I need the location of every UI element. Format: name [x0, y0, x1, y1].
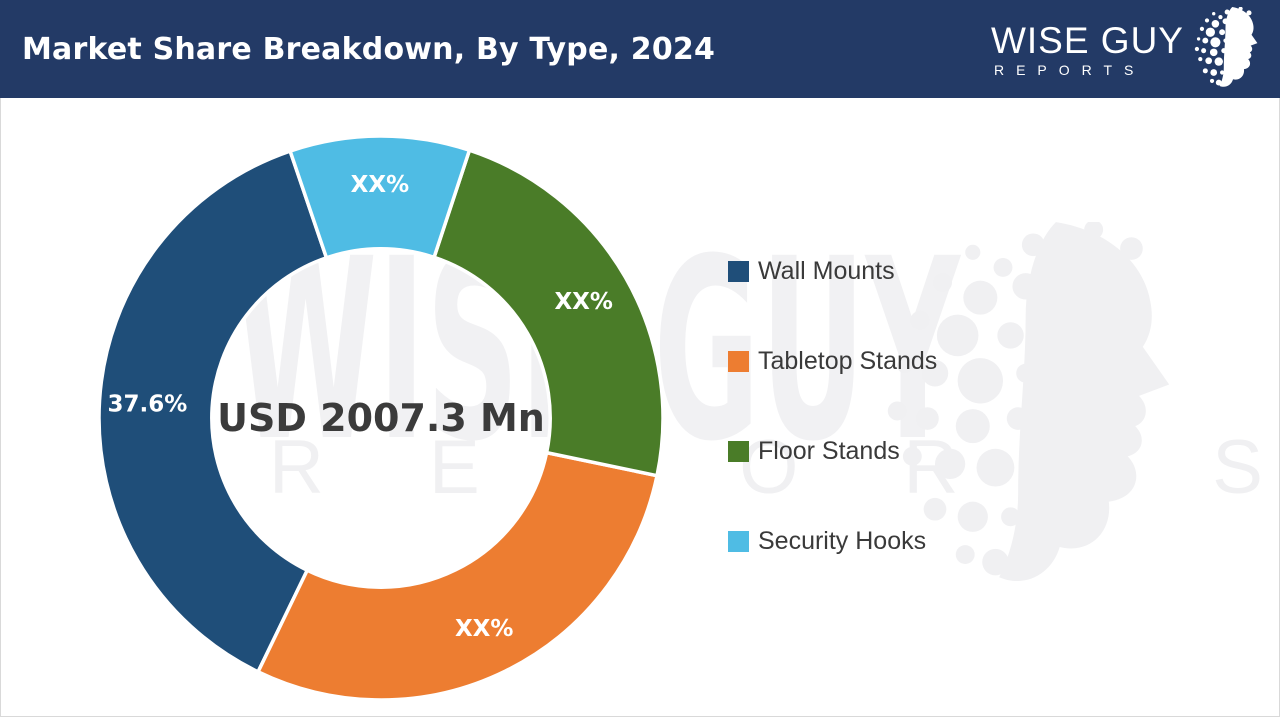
legend-item-wall-mounts: Wall Mounts [728, 256, 937, 287]
legend-swatch-wall-mounts [728, 261, 749, 282]
chart-area: WISE GUY R E P O R T S 37.6% XX% XX% XX% USD… [0, 98, 1280, 717]
legend-item-tabletop-stands: Tabletop Stands [728, 346, 937, 377]
legend-label: Security Hooks [758, 527, 927, 555]
segment-label-floor-stands: XX% [554, 289, 613, 315]
legend-swatch-floor-stands [728, 441, 749, 462]
header: Market Share Breakdown, By Type, 2024 WI… [0, 0, 1280, 98]
donut-segment-wall-mounts [97, 149, 329, 674]
brand-logo: WISE GUY REPORTS [991, 7, 1266, 91]
brand-name: WISE GUY [990, 19, 1184, 61]
donut-segment-floor-stands [432, 148, 665, 478]
donut-center-label: USD 2007.3 Mn [217, 396, 545, 440]
donut-segment-tabletop-stands [256, 450, 659, 702]
brand-subtitle: REPORTS [993, 61, 1146, 78]
segment-label-security-hooks: XX% [351, 172, 410, 198]
donut-segment-security-hooks [288, 134, 472, 260]
page-title: Market Share Breakdown, By Type, 2024 [22, 31, 716, 67]
legend-label: Wall Mounts [758, 257, 895, 285]
segment-label-wall-mounts: 37.6% [108, 392, 188, 418]
chart-legend: Wall Mounts Tabletop Stands Floor Stands… [728, 256, 937, 616]
legend-label: Floor Stands [758, 437, 900, 465]
legend-item-security-hooks: Security Hooks [728, 526, 937, 557]
brand-head-icon [1194, 7, 1258, 87]
segment-label-tabletop-stands: XX% [455, 616, 514, 642]
donut-chart: 37.6% XX% XX% XX% USD 2007.3 Mn [97, 134, 665, 702]
legend-swatch-security-hooks [728, 531, 749, 552]
brand-logo-text: WISE GUY REPORTS [991, 22, 1184, 77]
legend-item-floor-stands: Floor Stands [728, 436, 937, 467]
legend-swatch-tabletop-stands [728, 351, 749, 372]
legend-label: Tabletop Stands [758, 347, 938, 375]
